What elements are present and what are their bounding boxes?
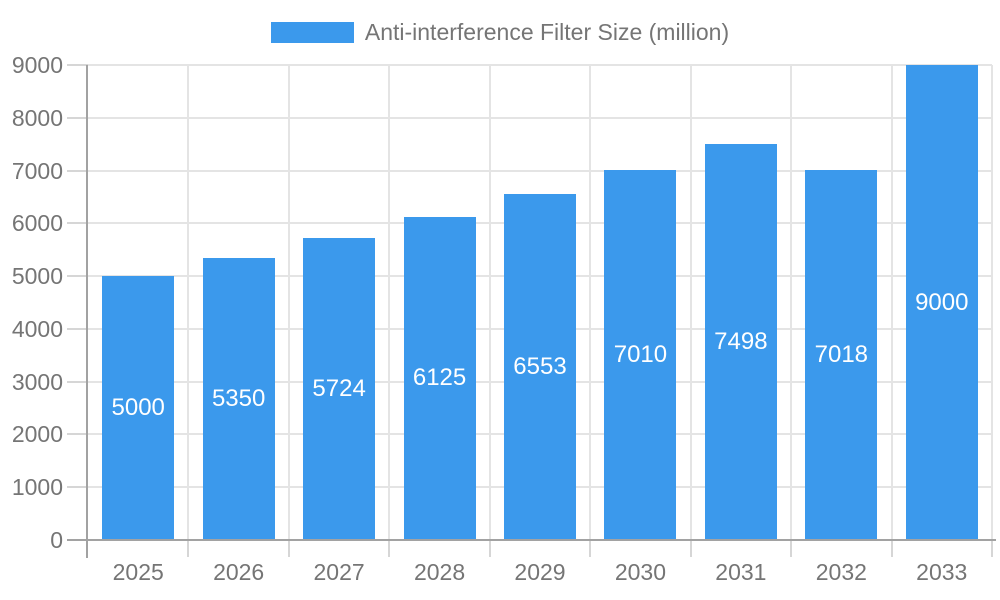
x-gridline	[187, 65, 190, 540]
y-axis-label: 5000	[11, 263, 63, 290]
x-gridline	[488, 65, 491, 540]
y-axis-label: 9000	[11, 52, 63, 78]
x-tick	[187, 540, 190, 557]
x-axis-line	[67, 539, 996, 541]
bar-2032[interactable]	[805, 169, 878, 540]
y-gridline	[88, 169, 992, 172]
y-tick	[67, 64, 88, 66]
x-axis-label: 2028	[413, 559, 466, 585]
bar-2031[interactable]	[704, 144, 777, 540]
x-gridline	[790, 65, 793, 540]
x-tick	[488, 540, 491, 557]
y-tick	[67, 380, 88, 383]
x-axis-label: 2031	[715, 559, 767, 585]
x-gridline	[287, 65, 290, 540]
y-axis-label: 7000	[11, 157, 63, 184]
bar-2030[interactable]	[604, 170, 677, 540]
y-tick	[67, 327, 88, 330]
x-tick	[991, 540, 993, 557]
bar-value-label: 5000	[111, 394, 165, 422]
x-axis-label: 2030	[614, 559, 667, 585]
y-tick	[67, 116, 88, 119]
x-tick	[890, 540, 893, 557]
x-tick	[589, 540, 592, 557]
x-axis-label: 2032	[815, 559, 867, 585]
x-gridline	[689, 65, 692, 540]
x-gridline	[589, 65, 592, 540]
y-axis-label: 0	[50, 527, 63, 553]
bar-2027[interactable]	[303, 237, 376, 540]
bar-value-label: 6553	[513, 353, 567, 381]
bar-value-label: 5724	[312, 374, 366, 402]
y-tick	[67, 222, 88, 225]
y-tick	[67, 486, 88, 489]
bar-2026[interactable]	[202, 257, 275, 540]
y-axis-label: 3000	[11, 368, 63, 395]
bar-value-label: 7010	[613, 341, 668, 368]
y-tick	[67, 169, 88, 172]
x-tick	[388, 540, 391, 557]
x-tick	[287, 540, 290, 557]
y-gridline	[88, 116, 992, 119]
y-axis-label: 4000	[11, 315, 63, 342]
legend-swatch	[270, 21, 354, 43]
x-axis-label: 2029	[514, 559, 566, 585]
bar-2033[interactable]	[905, 65, 978, 540]
y-axis-line	[86, 65, 88, 558]
y-axis-label: 2000	[11, 421, 63, 448]
x-axis-label: 2033	[916, 559, 968, 585]
legend[interactable]: Anti-interference Filter Size (million)	[0, 18, 1000, 46]
x-tick	[689, 540, 692, 557]
x-axis-label: 2027	[313, 559, 365, 585]
y-gridline	[88, 64, 992, 66]
x-gridline	[991, 65, 993, 540]
x-gridline	[388, 65, 391, 540]
y-tick	[67, 275, 88, 278]
legend-label: Anti-interference Filter Size (million)	[364, 19, 730, 45]
bar-2028[interactable]	[403, 216, 476, 540]
bar-value-label: 7498	[714, 328, 768, 356]
bar-2025[interactable]	[102, 276, 175, 540]
bar-2029[interactable]	[504, 194, 576, 540]
y-axis-label: 6000	[11, 210, 63, 237]
x-axis-label: 2026	[213, 559, 265, 585]
bar-value-label: 5350	[211, 384, 266, 412]
y-tick	[67, 433, 88, 436]
x-axis-label: 2025	[112, 559, 164, 585]
bar-value-label: 7018	[814, 340, 869, 368]
x-tick	[790, 540, 793, 557]
x-gridline	[890, 65, 893, 540]
bar-value-label: 9000	[915, 288, 969, 316]
y-axis-label: 8000	[11, 104, 63, 131]
y-axis-label: 1000	[11, 474, 63, 501]
bar-value-label: 6125	[412, 364, 467, 392]
